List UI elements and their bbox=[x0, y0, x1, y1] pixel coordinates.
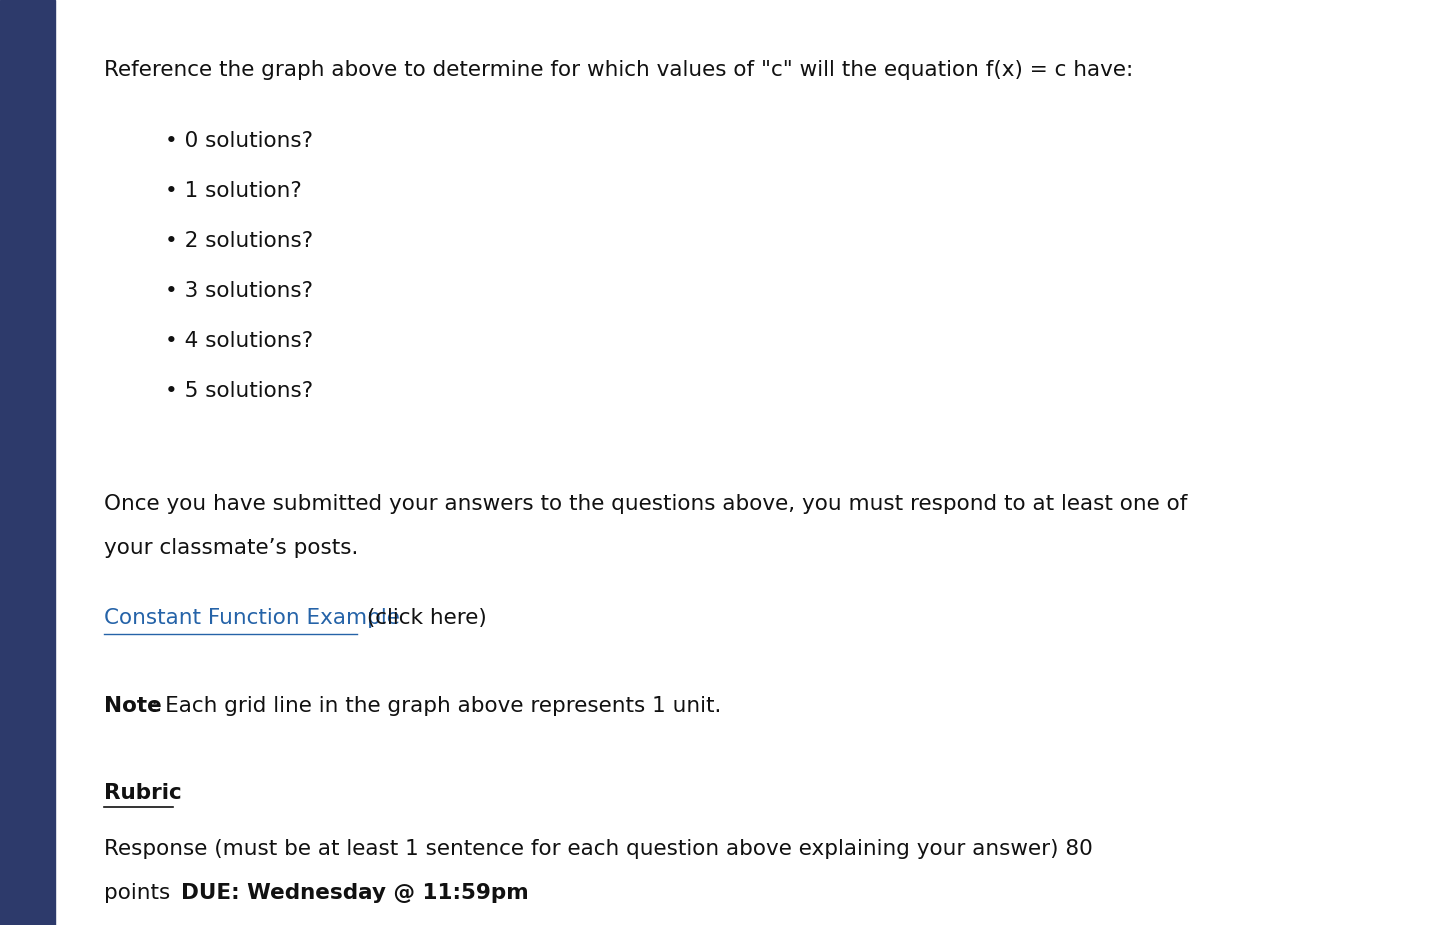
Text: • 3 solutions?: • 3 solutions? bbox=[165, 281, 313, 302]
Text: • 0 solutions?: • 0 solutions? bbox=[165, 131, 313, 152]
Text: Constant Function Example: Constant Function Example bbox=[104, 608, 400, 628]
Text: Note: Note bbox=[104, 696, 161, 716]
Text: • 5 solutions?: • 5 solutions? bbox=[165, 381, 313, 401]
Text: (click here): (click here) bbox=[360, 608, 486, 628]
Text: Once you have submitted your answers to the questions above, you must respond to: Once you have submitted your answers to … bbox=[104, 494, 1186, 514]
Text: • 1 solution?: • 1 solution? bbox=[165, 181, 302, 202]
Text: Response (must be at least 1 sentence for each question above explaining your an: Response (must be at least 1 sentence fo… bbox=[104, 839, 1093, 859]
Text: points: points bbox=[104, 883, 184, 904]
Text: • 4 solutions?: • 4 solutions? bbox=[165, 331, 313, 352]
Text: your classmate’s posts.: your classmate’s posts. bbox=[104, 538, 358, 559]
Text: Reference the graph above to determine for which values of "c" will the equation: Reference the graph above to determine f… bbox=[104, 60, 1133, 80]
Text: • 2 solutions?: • 2 solutions? bbox=[165, 231, 313, 252]
Text: Rubric: Rubric bbox=[104, 783, 181, 804]
Text: DUE: Wednesday @ 11:59pm: DUE: Wednesday @ 11:59pm bbox=[181, 883, 529, 904]
Text: : Each grid line in the graph above represents 1 unit.: : Each grid line in the graph above repr… bbox=[151, 696, 722, 716]
